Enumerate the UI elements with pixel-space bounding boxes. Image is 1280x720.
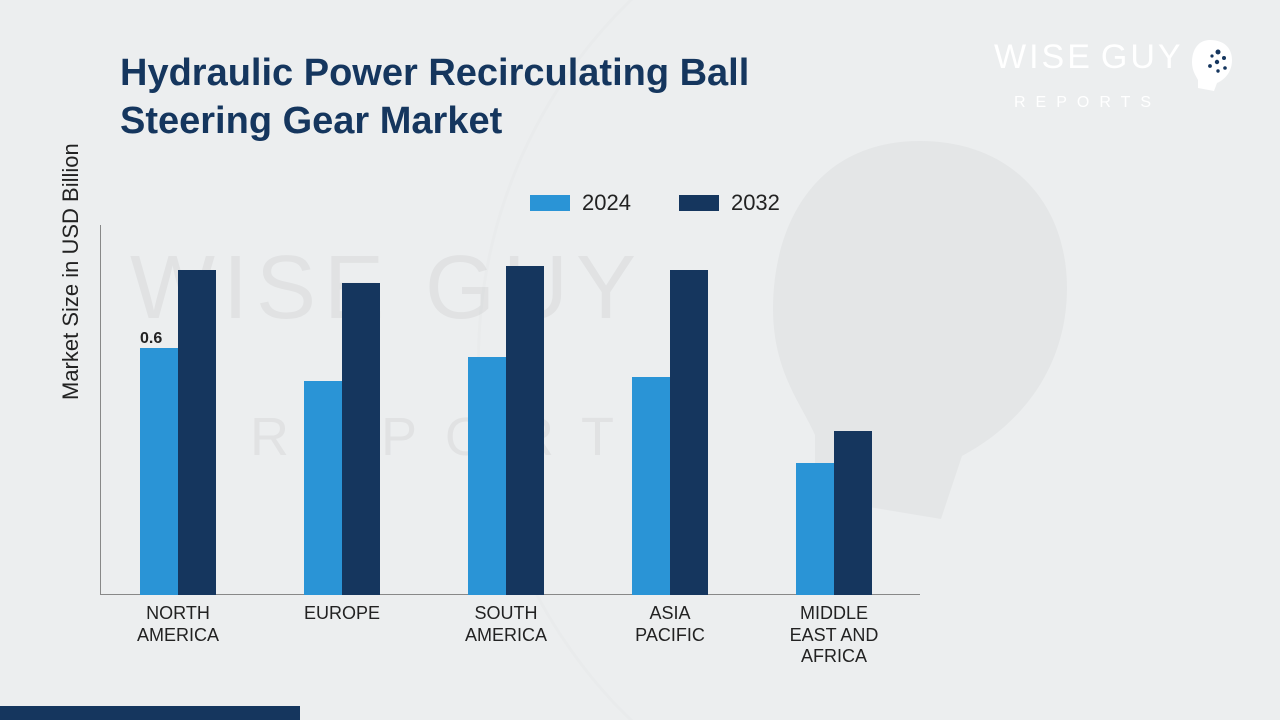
bar-2032 (506, 266, 544, 595)
bar-group: EUROPE (304, 283, 380, 595)
legend-swatch-2024 (530, 195, 570, 211)
x-category-label: NORTH AMERICA (123, 603, 233, 646)
bar-2032 (178, 270, 216, 595)
legend-label-2024: 2024 (582, 190, 631, 216)
bottom-accent-bar (0, 706, 300, 720)
bar-group: SOUTH AMERICA (468, 266, 544, 595)
y-axis-line (100, 225, 101, 595)
bar-2032 (670, 270, 708, 595)
bar-2024 (140, 348, 178, 595)
bar-2024 (796, 463, 834, 595)
y-axis-label: Market Size in USD Billion (58, 143, 84, 400)
bar-group: NORTH AMERICA (140, 270, 216, 595)
bar-group: MIDDLE EAST AND AFRICA (796, 431, 872, 595)
x-category-label: MIDDLE EAST AND AFRICA (779, 603, 889, 668)
bar-2032 (834, 431, 872, 595)
logo-wise: WISE (994, 38, 1093, 77)
bar-chart: 0.6NORTH AMERICAEUROPESOUTH AMERICAASIA … (100, 225, 920, 595)
legend-swatch-2032 (679, 195, 719, 211)
x-category-label: EUROPE (287, 603, 397, 625)
logo-head-icon (1188, 38, 1236, 92)
chart-title: Hydraulic Power Recirculating Ball Steer… (120, 50, 820, 145)
bar-2032 (342, 283, 380, 595)
logo-guy: GUY (1101, 38, 1184, 77)
bar-2024 (632, 377, 670, 595)
chart-legend: 2024 2032 (530, 190, 780, 216)
brand-logo: WISE GUY REPORTS (994, 38, 1244, 112)
legend-item-2032: 2032 (679, 190, 780, 216)
bar-2024 (304, 381, 342, 595)
x-category-label: ASIA PACIFIC (615, 603, 725, 646)
bar-group: ASIA PACIFIC (632, 270, 708, 595)
legend-label-2032: 2032 (731, 190, 780, 216)
legend-item-2024: 2024 (530, 190, 631, 216)
x-category-label: SOUTH AMERICA (451, 603, 561, 646)
bar-2024 (468, 357, 506, 595)
logo-reports: REPORTS (1014, 94, 1244, 112)
